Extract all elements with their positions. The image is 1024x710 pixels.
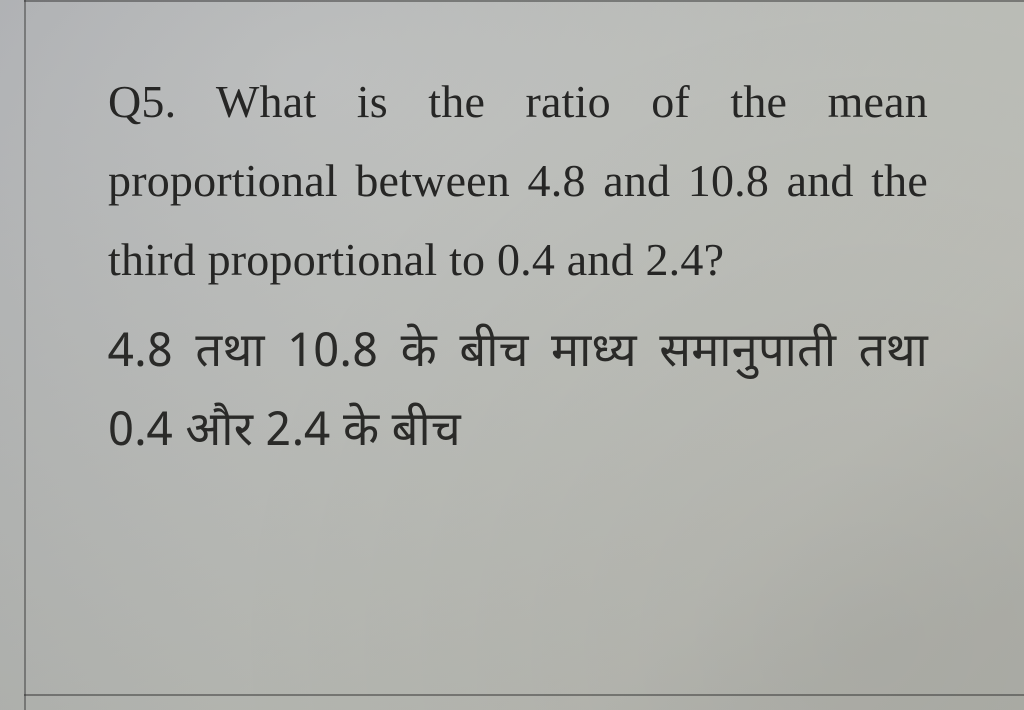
- question-block: Q5. What is the ratio of the mean propor…: [108, 62, 928, 475]
- question-hindi: 4.8 तथा 10.8 के बीच माध्य समानुपाती तथा …: [108, 317, 928, 475]
- bottom-border-rule: [24, 694, 1024, 696]
- question-english: Q5. What is the ratio of the mean propor…: [108, 62, 928, 299]
